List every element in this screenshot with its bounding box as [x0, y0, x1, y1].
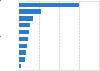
- Bar: [19, 50, 26, 55]
- Bar: [19, 37, 28, 41]
- Bar: [19, 64, 21, 68]
- Bar: [19, 30, 29, 34]
- Bar: [19, 16, 33, 21]
- Bar: [19, 57, 25, 62]
- Bar: [19, 23, 30, 27]
- Bar: [19, 44, 27, 48]
- Bar: [19, 3, 79, 7]
- Bar: [19, 9, 41, 14]
